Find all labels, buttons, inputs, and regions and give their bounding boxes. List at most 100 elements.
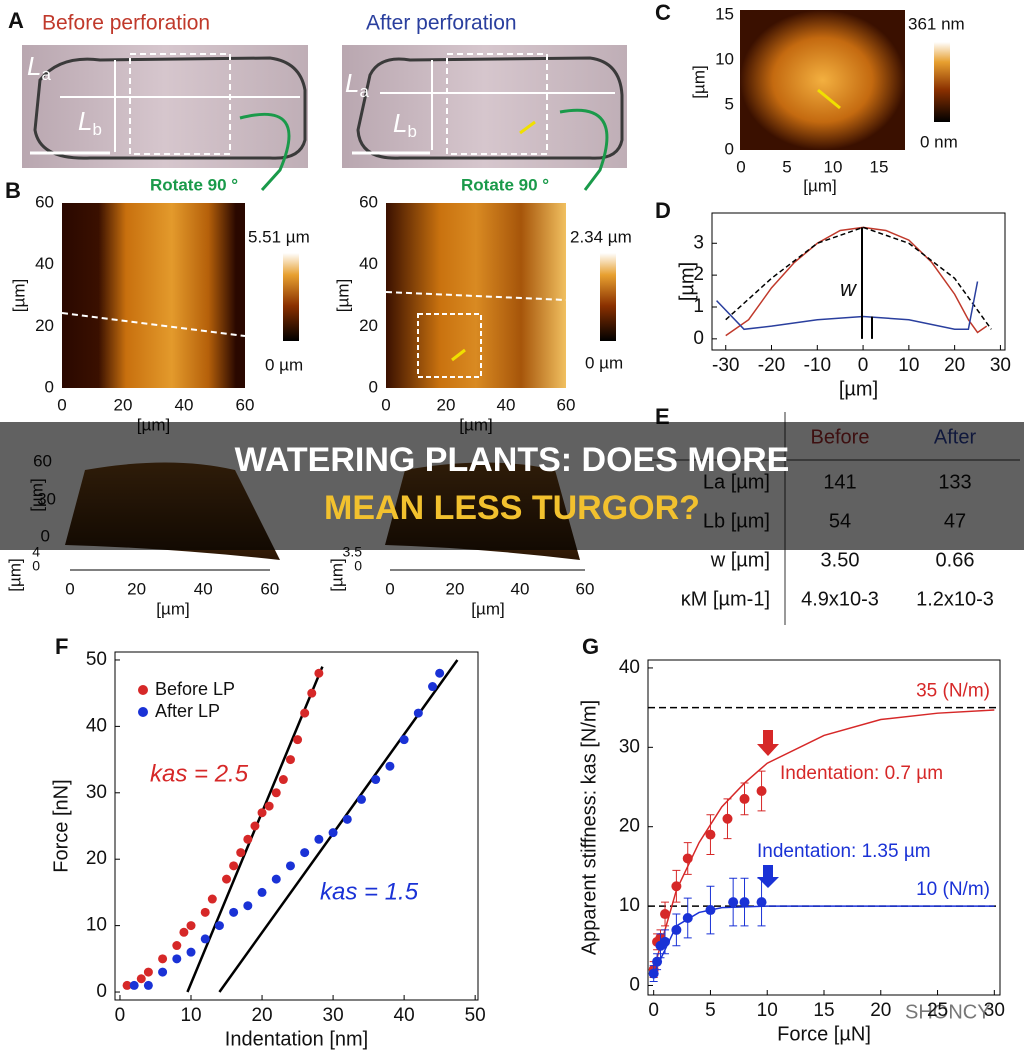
data-point <box>300 708 310 718</box>
data-point <box>257 887 267 897</box>
data-point <box>435 668 445 678</box>
axis-label: [µm] <box>689 65 708 98</box>
annotation: Indentation: 0.7 µm <box>780 763 943 784</box>
caption: Before perforation <box>42 12 210 35</box>
line-series <box>725 226 992 330</box>
colorbar-label: 2.34 µm <box>570 227 632 246</box>
data-point <box>285 755 295 765</box>
y-tick-label: 60 <box>359 192 378 211</box>
legend-marker <box>138 685 148 695</box>
line-series <box>725 226 988 337</box>
legend-label: After LP <box>155 701 220 721</box>
banner-background <box>0 422 1024 550</box>
colorbar-label: 0 µm <box>585 353 623 372</box>
x-tick-label: 25 <box>927 1000 948 1021</box>
caption: After perforation <box>366 12 517 35</box>
rotate-label: Rotate 90 ° <box>461 175 549 194</box>
data-point <box>222 874 232 884</box>
x-tick-label: 30 <box>990 355 1011 376</box>
reference-label: 35 (N/m) <box>916 681 990 702</box>
length-label: La <box>27 51 51 85</box>
x-tick-label: 20 <box>437 395 456 414</box>
x-tick-label: 10 <box>757 1000 778 1021</box>
z-tick-label: 0 <box>354 558 362 574</box>
x-tick-label: 15 <box>813 1000 834 1021</box>
data-point <box>129 980 139 990</box>
panel-letter: F <box>55 634 68 659</box>
x-tick-label: 20 <box>944 355 965 376</box>
data-point <box>648 968 659 979</box>
y-tick-label: 60 <box>35 192 54 211</box>
y-tick-label: 20 <box>86 848 107 869</box>
x-tick-label: 60 <box>576 579 595 598</box>
data-point <box>229 907 239 917</box>
x-tick-label: 30 <box>984 1000 1005 1021</box>
x-tick-label: 0 <box>115 1005 126 1026</box>
length-label-symbol: L <box>345 68 359 98</box>
y-tick-label: 10 <box>715 49 734 68</box>
data-point <box>728 897 739 908</box>
cell: 1.2x10-3 <box>916 588 994 610</box>
x-tick-label: 20 <box>251 1005 272 1026</box>
banner-title: WATERING PLANTS: DOES MORE <box>235 441 790 479</box>
data-point <box>158 954 168 964</box>
data-point <box>722 813 733 824</box>
line-series <box>716 281 979 331</box>
axis-label: [µm] <box>9 279 28 312</box>
x-tick-label: 5 <box>782 157 791 176</box>
x-tick-label: 5 <box>705 1000 716 1021</box>
cell: 0.66 <box>936 549 975 571</box>
banner-title: MEAN LESS TURGOR? <box>324 489 700 527</box>
x-tick-label: 0 <box>381 395 390 414</box>
data-point <box>158 967 168 977</box>
y-tick-label: 0 <box>369 377 378 396</box>
x-tick-label: 20 <box>114 395 133 414</box>
data-point <box>278 775 288 785</box>
data-point <box>143 967 153 977</box>
x-tick-label: 20 <box>446 579 465 598</box>
reference-label: 10 (N/m) <box>916 879 990 900</box>
data-point <box>705 829 716 840</box>
length-label-symbol: L <box>393 108 407 138</box>
data-point <box>179 927 189 937</box>
length-label-symbol: L <box>78 106 92 136</box>
annotation: w <box>840 276 858 301</box>
y-tick-label: 0 <box>45 377 54 396</box>
data-point <box>264 801 274 811</box>
x-tick-label: 40 <box>175 395 194 414</box>
data-point <box>705 905 716 916</box>
x-tick-label: 40 <box>511 579 530 598</box>
data-point <box>413 708 423 718</box>
x-tick-label: 0 <box>65 579 74 598</box>
axis-label: [µm] <box>803 176 836 195</box>
x-tick-label: 20 <box>870 1000 891 1021</box>
length-label-subscript: a <box>359 82 369 101</box>
data-point <box>271 788 281 798</box>
panel-letter: C <box>655 0 671 25</box>
annotation: Indentation: 1.35 µm <box>757 841 931 862</box>
length-label-subscript: b <box>92 120 101 139</box>
rotate-label: Rotate 90 ° <box>150 175 238 194</box>
colorbar-label: 361 nm <box>908 14 965 33</box>
y-tick-label: 40 <box>619 657 640 678</box>
data-point <box>660 909 671 920</box>
axis-label: [µm] <box>5 558 24 591</box>
x-tick-label: 0 <box>736 157 745 176</box>
afm-maps <box>61 10 950 388</box>
data-point <box>271 874 281 884</box>
x-tick-label: 0 <box>57 395 66 414</box>
colorbar-label: 0 nm <box>920 132 958 151</box>
y-tick-label: 0 <box>725 139 734 158</box>
axis-label: [µm] <box>327 558 346 591</box>
y-tick-label: 0 <box>693 328 704 349</box>
y-tick-label: 3 <box>693 232 704 253</box>
x-tick-label: 20 <box>127 579 146 598</box>
y-tick-label: 5 <box>725 94 734 113</box>
x-tick-label: 0 <box>858 355 869 376</box>
data-point <box>342 814 352 824</box>
banner: WATERING PLANTS: DOES MORE MEAN LESS TURG… <box>235 441 790 527</box>
fit-curve <box>652 709 995 970</box>
y-tick-label: 20 <box>359 316 378 335</box>
data-point <box>739 897 750 908</box>
